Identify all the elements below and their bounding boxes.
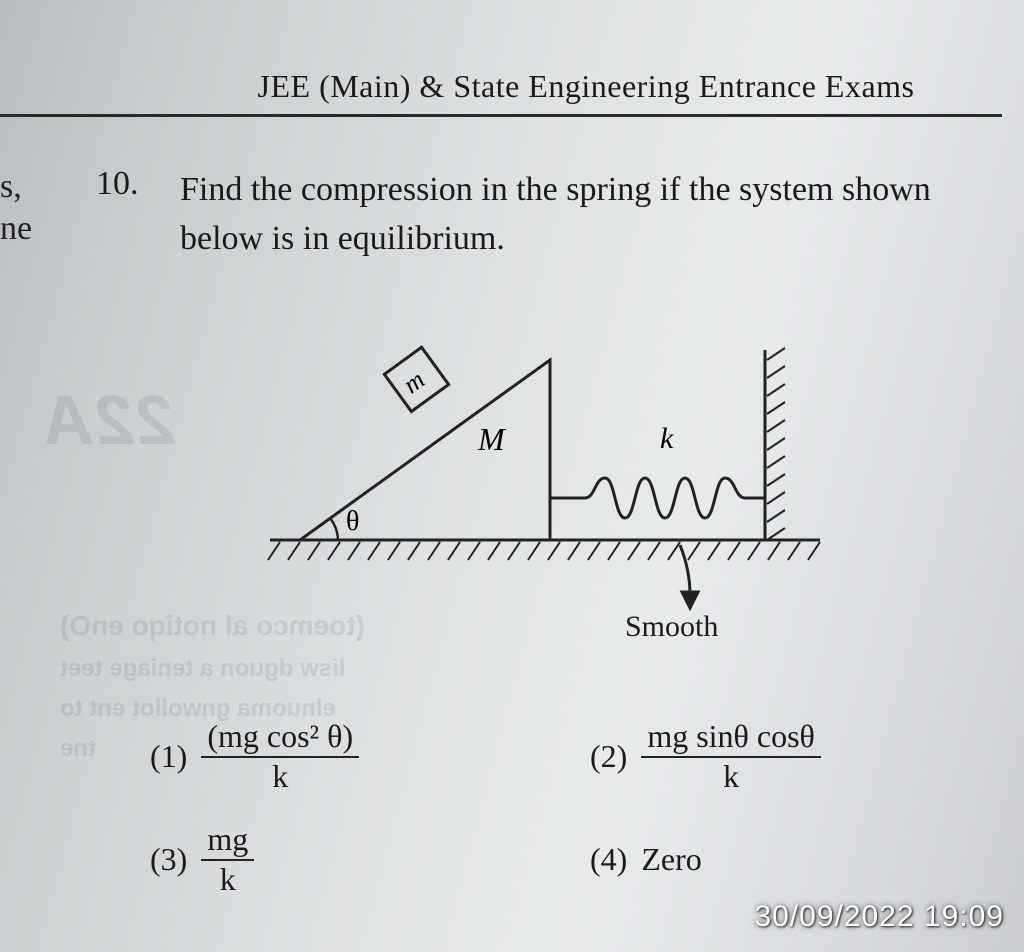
bleedthrough-text: 22A	[36, 380, 179, 460]
numerator: mg	[201, 823, 254, 861]
denominator: k	[214, 861, 242, 897]
ground-hatch	[268, 542, 820, 560]
numerator: (mg cos² θ)	[201, 720, 359, 758]
fraction: mg sinθ cosθ k	[641, 720, 821, 793]
camera-timestamp: 30/09/2022 19:09	[754, 900, 1004, 934]
bleedthrough-text: tne	[60, 735, 96, 763]
fraction: mg k	[201, 823, 254, 896]
option-3: (3) mg k	[150, 823, 590, 896]
block: m	[384, 347, 448, 411]
scanned-page: 22A (toemco al notiqo enO) lisw dguon a …	[0, 0, 1024, 952]
diagram-svg: θ M m k	[260, 320, 880, 650]
block-mass-label: m	[398, 365, 430, 400]
spring	[550, 478, 765, 518]
option-number: (2)	[590, 738, 627, 775]
option-4: (4) Zero	[590, 823, 702, 896]
denominator: k	[266, 758, 294, 794]
wedge-mass-label: M	[477, 421, 507, 457]
cutoff-text: s,	[0, 168, 22, 206]
numerator: mg sinθ cosθ	[641, 720, 821, 758]
option-number: (3)	[150, 841, 187, 878]
option-number: (4)	[590, 841, 627, 878]
option-text: Zero	[641, 841, 701, 878]
cutoff-text: ne	[0, 210, 32, 248]
answer-options: (1) (mg cos² θ) k (2) mg sinθ cosθ k (3)…	[150, 720, 984, 926]
fraction: (mg cos² θ) k	[201, 720, 359, 793]
denominator: k	[717, 758, 745, 794]
option-2: (2) mg sinθ cosθ k	[590, 720, 821, 793]
smooth-arrow	[680, 545, 698, 608]
question-number: 10.	[96, 165, 139, 203]
wall-hatch	[767, 348, 785, 540]
spring-label: k	[660, 422, 674, 455]
angle-arc	[330, 518, 338, 540]
option-row: (1) (mg cos² θ) k (2) mg sinθ cosθ k	[150, 720, 984, 793]
option-number: (1)	[150, 738, 187, 775]
question-text: Find the compression in the spring if th…	[180, 165, 994, 264]
option-row: (3) mg k (4) Zero	[150, 823, 984, 896]
physics-diagram: θ M m k	[260, 320, 880, 650]
smooth-label: Smooth	[625, 610, 718, 644]
bleedthrough-text: lisw dguon a teniage teet	[60, 655, 345, 683]
option-1: (1) (mg cos² θ) k	[150, 720, 590, 793]
angle-label: θ	[346, 506, 359, 537]
title-underline	[0, 114, 1002, 117]
chapter-title: JEE (Main) & State Engineering Entrance …	[178, 68, 994, 105]
